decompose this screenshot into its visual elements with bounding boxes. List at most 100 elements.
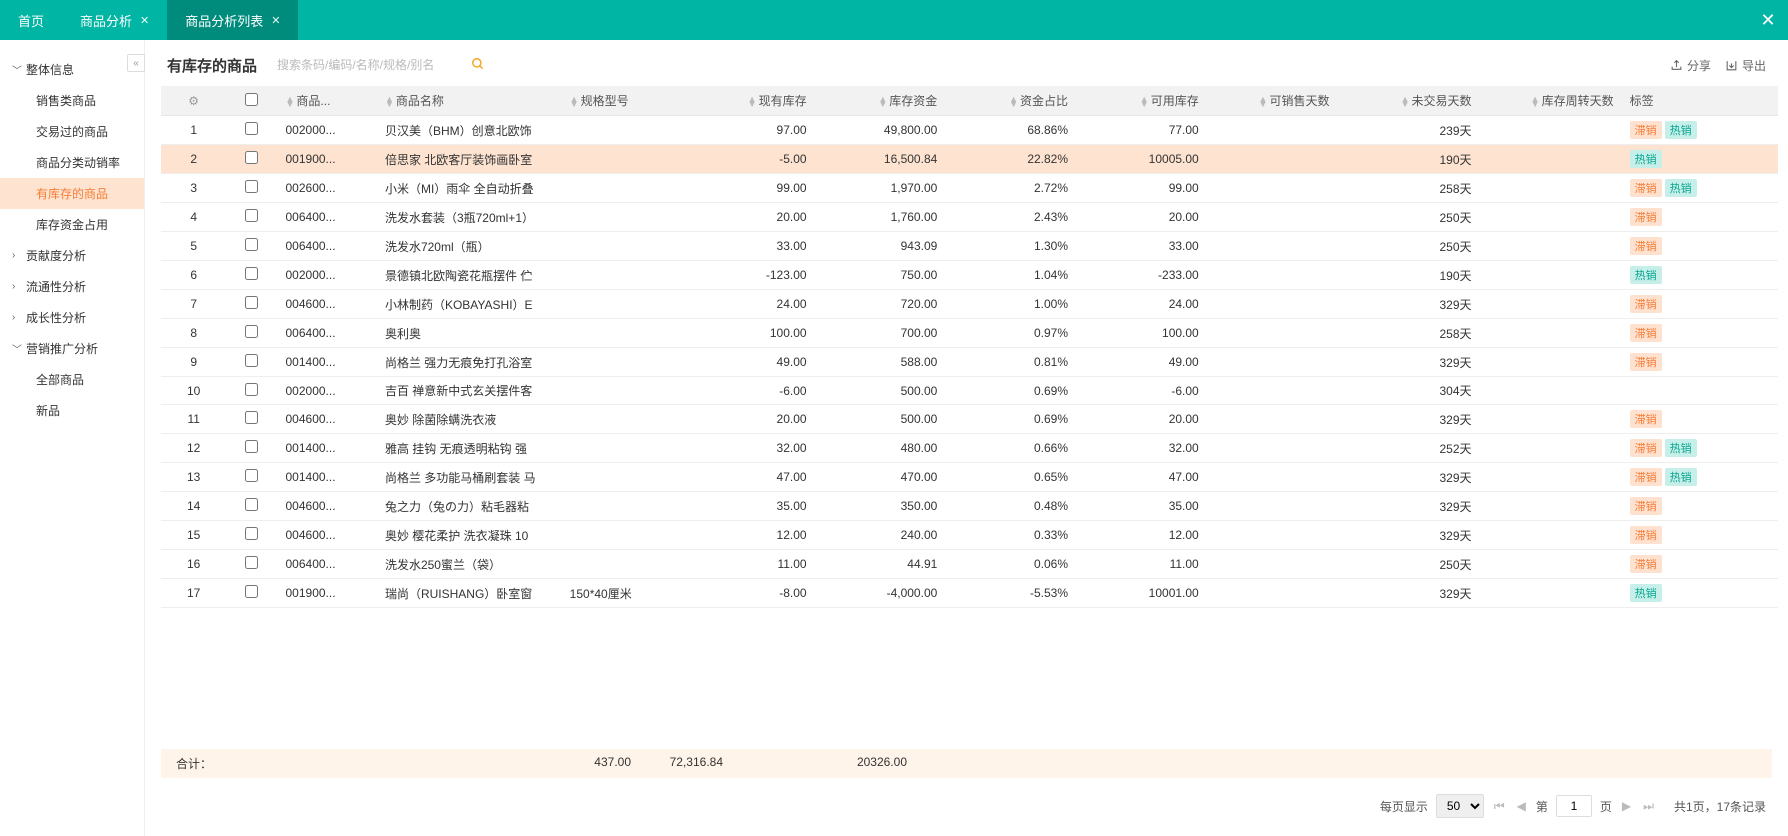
search-input[interactable] [277, 54, 457, 76]
cell-avail: 32.00 [1076, 434, 1207, 463]
tab-首页[interactable]: 首页 [0, 0, 62, 40]
cell-turn [1480, 521, 1622, 550]
row-checkbox[interactable] [245, 585, 258, 598]
row-checkbox[interactable] [245, 151, 258, 164]
sidebar-group-整体信息[interactable]: ﹀整体信息 [0, 54, 144, 85]
col-label: 规格型号 [581, 94, 629, 108]
table-row[interactable]: 4006400...洗发水套装（3瓶720ml+1）20.001,760.002… [161, 203, 1778, 232]
row-checkbox[interactable] [245, 411, 258, 424]
row-checkbox[interactable] [245, 267, 258, 280]
cell-spec [562, 203, 684, 232]
sidebar-group-营销推广分析[interactable]: ﹀营销推广分析 [0, 333, 144, 364]
sidebar-item-商品分类动销率[interactable]: 商品分类动销率 [0, 147, 144, 178]
table-row[interactable]: 9001400...尚格兰 强力无痕免打孔浴室49.00588.000.81%4… [161, 348, 1778, 377]
table-row[interactable]: 5006400...洗发水720ml（瓶）33.00943.091.30%33.… [161, 232, 1778, 261]
prev-page-button[interactable]: ◀ [1515, 799, 1528, 813]
export-button[interactable]: 导出 [1725, 57, 1766, 74]
table-row[interactable]: 1002000...贝汉美（BHM）创意北欧饰97.0049,800.0068.… [161, 116, 1778, 145]
row-checkbox[interactable] [245, 296, 258, 309]
table-row[interactable]: 16006400...洗发水250蜜兰（袋）11.0044.910.06%11.… [161, 550, 1778, 579]
col-header-name[interactable]: ▲▼商品名称 [377, 86, 562, 116]
col-header-notrade[interactable]: ▲▼未交易天数 [1337, 86, 1479, 116]
tab-商品分析[interactable]: 商品分析✕ [62, 0, 167, 40]
cell-notrade: 329天 [1337, 521, 1479, 550]
row-checkbox[interactable] [245, 180, 258, 193]
cell-tags: 滞销 [1622, 550, 1778, 579]
row-checkbox[interactable] [245, 238, 258, 251]
col-header-saledays[interactable]: ▲▼可销售天数 [1207, 86, 1338, 116]
sidebar-item-有库存的商品[interactable]: 有库存的商品 [0, 178, 144, 209]
row-checkbox[interactable] [245, 527, 258, 540]
next-page-button[interactable]: ▶ [1620, 799, 1633, 813]
cell-pct: 2.43% [945, 203, 1076, 232]
col-header-turn[interactable]: ▲▼库存周转天数 [1480, 86, 1622, 116]
table-row[interactable]: 10002000...吉百 禅意新中式玄关摆件客-6.00500.000.69%… [161, 377, 1778, 405]
row-checkbox[interactable] [245, 325, 258, 338]
toolbar: 有库存的商品 分享 导出 [145, 40, 1788, 86]
table-row[interactable]: 6002000...景德镇北欧陶瓷花瓶摆件 伫-123.00750.001.04… [161, 261, 1778, 290]
sidebar-item-交易过的商品[interactable]: 交易过的商品 [0, 116, 144, 147]
col-header-code[interactable]: ▲▼商品... [278, 86, 377, 116]
tabbar-close-button[interactable]: ✕ [1748, 0, 1788, 40]
row-checkbox[interactable] [245, 122, 258, 135]
tab-商品分析列表[interactable]: 商品分析列表✕ [167, 0, 298, 40]
table-row[interactable]: 17001900...瑞尚（RUISHANG）卧室窗150*40厘米-8.00-… [161, 579, 1778, 608]
tag-热销: 热销 [1665, 121, 1697, 139]
sidebar-item-全部商品[interactable]: 全部商品 [0, 364, 144, 395]
cell-name: 小米（MI）雨伞 全自动折叠 [377, 174, 562, 203]
row-checkbox[interactable] [245, 498, 258, 511]
col-header-spec[interactable]: ▲▼规格型号 [562, 86, 684, 116]
col-label: 标签 [1630, 94, 1654, 108]
first-page-button[interactable]: ⏮ [1492, 799, 1507, 814]
table-row[interactable]: 12001400...雅高 挂钩 无痕透明粘钩 强32.00480.000.66… [161, 434, 1778, 463]
row-checkbox[interactable] [245, 354, 258, 367]
col-header-avail[interactable]: ▲▼可用库存 [1076, 86, 1207, 116]
sidebar-item-销售类商品[interactable]: 销售类商品 [0, 85, 144, 116]
table-row[interactable]: 11004600...奥妙 除菌除螨洗衣液20.00500.000.69%20.… [161, 405, 1778, 434]
gear-icon[interactable]: ⚙ [188, 94, 199, 108]
table-row[interactable]: 7004600...小林制药（KOBAYASHI）E24.00720.001.0… [161, 290, 1778, 319]
sidebar-group-贡献度分析[interactable]: ›贡献度分析 [0, 240, 144, 271]
row-checkbox[interactable] [245, 209, 258, 222]
search-icon[interactable] [471, 57, 485, 74]
cell-name: 吉百 禅意新中式玄关摆件客 [377, 377, 562, 405]
sidebar-group-成长性分析[interactable]: ›成长性分析 [0, 302, 144, 333]
sidebar-collapse-button[interactable]: « [127, 54, 145, 72]
table-row[interactable]: 13001400...尚格兰 多功能马桶刷套装 马47.00470.000.65… [161, 463, 1778, 492]
cell-saledays [1207, 463, 1338, 492]
cell-notrade: 329天 [1337, 348, 1479, 377]
tab-close-icon[interactable]: ✕ [140, 14, 149, 27]
table-row[interactable]: 15004600...奥妙 樱花柔护 洗衣凝珠 1012.00240.000.3… [161, 521, 1778, 550]
col-header-pct[interactable]: ▲▼资金占比 [945, 86, 1076, 116]
row-checkbox[interactable] [245, 383, 258, 396]
per-page-select[interactable]: 50 [1436, 794, 1484, 818]
table-row[interactable]: 2001900...倍思家 北欧客厅装饰画卧室-5.0016,500.8422.… [161, 145, 1778, 174]
chevron-down-icon: ﹀ [12, 62, 24, 77]
main-content: 有库存的商品 分享 导出 ⚙▲▼商品...▲▼商品名称▲▼规格型号▲▼现有库存▲… [145, 40, 1788, 836]
total-turn [1099, 755, 1199, 772]
row-checkbox[interactable] [245, 469, 258, 482]
col-header-fund[interactable]: ▲▼库存资金 [815, 86, 946, 116]
table-row[interactable]: 3002600...小米（MI）雨伞 全自动折叠99.001,970.002.7… [161, 174, 1778, 203]
cell-tags: 滞销 [1622, 405, 1778, 434]
cell-stock: 20.00 [684, 203, 815, 232]
sidebar-item-新品[interactable]: 新品 [0, 395, 144, 426]
row-checkbox[interactable] [245, 556, 258, 569]
table-row[interactable]: 14004600...兔之力（兔の力）粘毛器粘35.00350.000.48%3… [161, 492, 1778, 521]
last-page-button[interactable]: ⏭ [1641, 799, 1656, 814]
cell-spec [562, 463, 684, 492]
cell-turn [1480, 377, 1622, 405]
table-row[interactable]: 8006400...奥利奥100.00700.000.97%100.00258天… [161, 319, 1778, 348]
select-all-checkbox[interactable] [245, 93, 258, 106]
page-input[interactable] [1556, 795, 1592, 817]
cell-saledays [1207, 174, 1338, 203]
row-checkbox[interactable] [245, 440, 258, 453]
tag-热销: 热销 [1665, 439, 1697, 457]
sidebar-group-流通性分析[interactable]: ›流通性分析 [0, 271, 144, 302]
tab-close-icon[interactable]: ✕ [271, 14, 280, 27]
col-header-stock[interactable]: ▲▼现有库存 [684, 86, 815, 116]
sidebar-item-库存资金占用[interactable]: 库存资金占用 [0, 209, 144, 240]
tag-滞销: 滞销 [1630, 121, 1662, 139]
cell-stock: 24.00 [684, 290, 815, 319]
share-button[interactable]: 分享 [1670, 57, 1711, 74]
